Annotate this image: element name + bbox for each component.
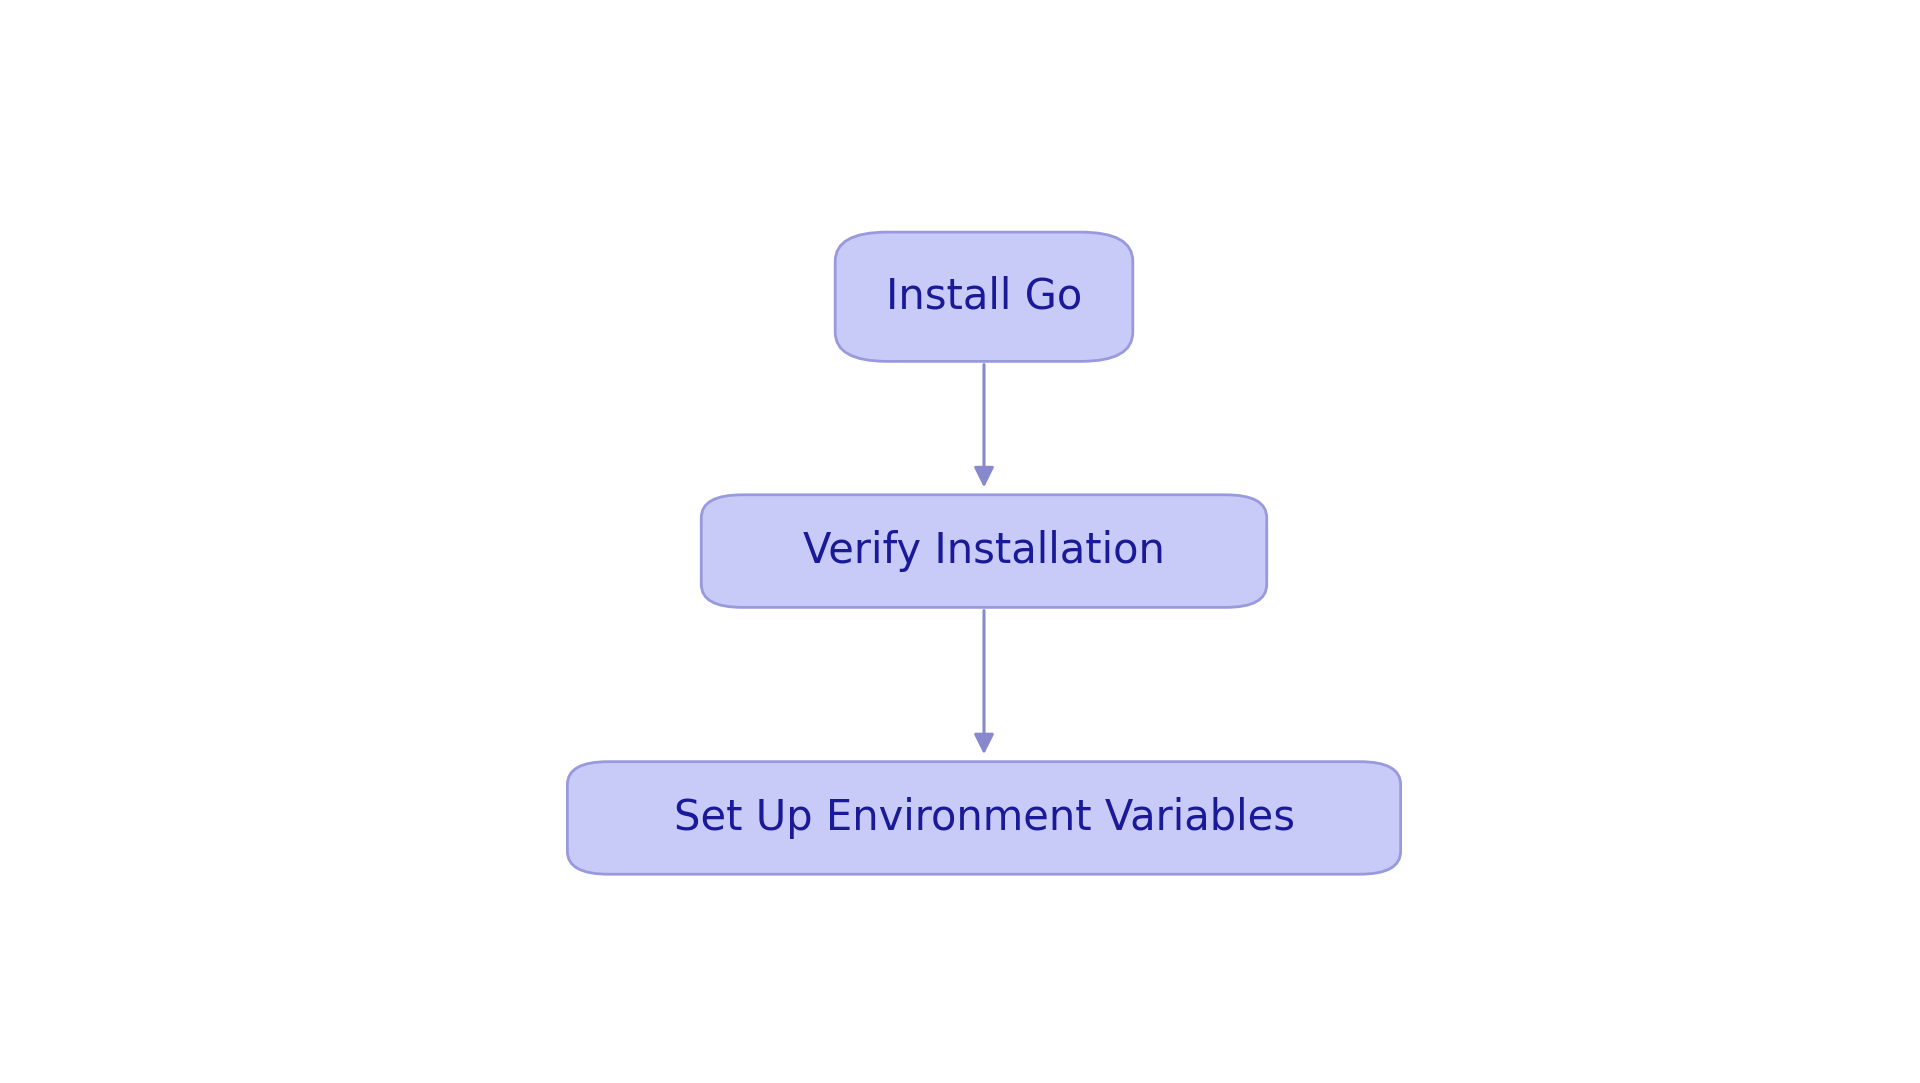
FancyBboxPatch shape	[566, 761, 1402, 874]
Text: Verify Installation: Verify Installation	[803, 530, 1165, 572]
Text: Set Up Environment Variables: Set Up Environment Variables	[674, 797, 1294, 839]
FancyBboxPatch shape	[701, 495, 1267, 608]
FancyBboxPatch shape	[835, 232, 1133, 362]
Text: Install Go: Install Go	[885, 276, 1083, 317]
